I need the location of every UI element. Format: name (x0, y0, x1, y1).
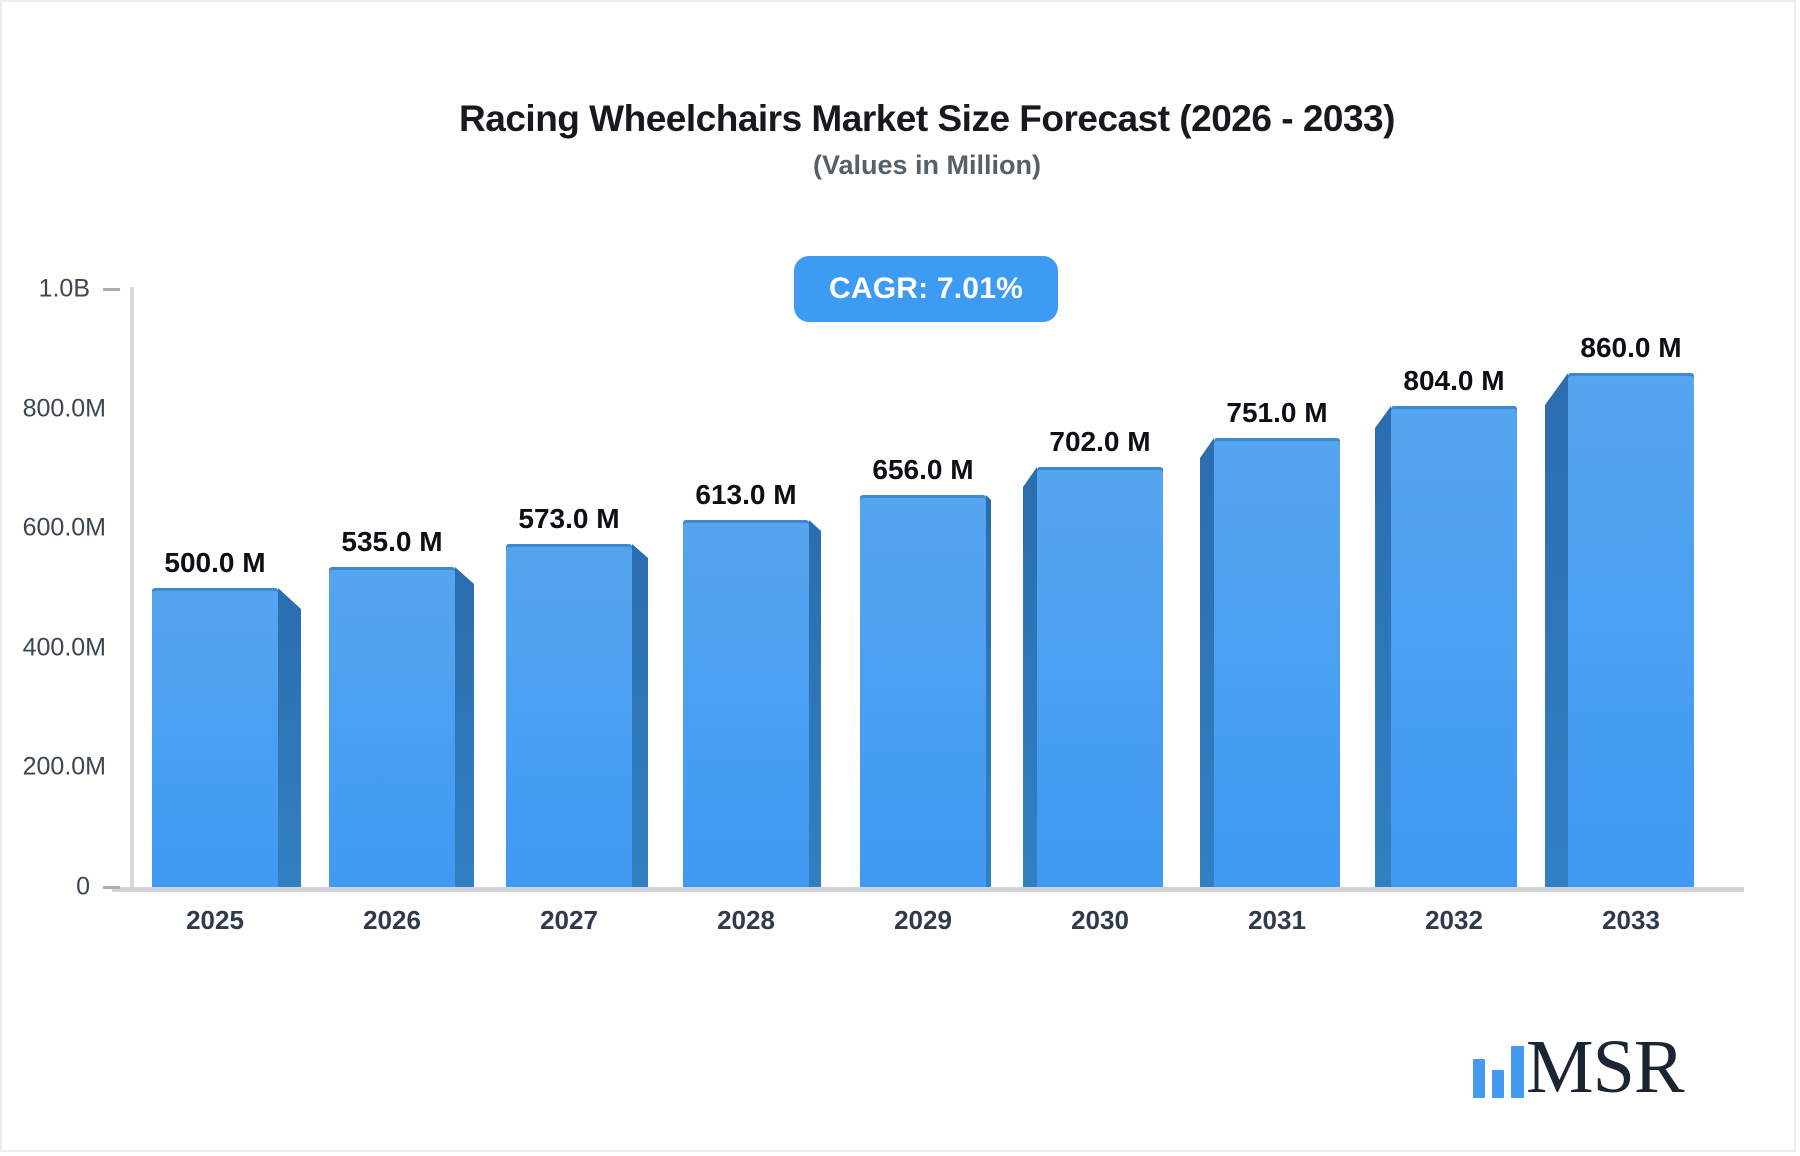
bar-value-label: 860.0 M (1580, 332, 1682, 363)
y-axis-label: 400.0M (22, 633, 106, 662)
bar-value-label: 535.0 M (341, 526, 443, 557)
logo-text: MSR (1526, 1025, 1685, 1109)
x-axis-label: 2033 (1602, 905, 1660, 935)
bar-value-label: 573.0 M (518, 503, 620, 534)
bar-value-label: 751.0 M (1226, 397, 1328, 428)
bar-side-face (1200, 438, 1214, 887)
x-axis-label: 2027 (540, 905, 598, 935)
bar-side-face (809, 520, 821, 887)
bar-side-face (455, 567, 474, 887)
x-axis-label: 2029 (894, 905, 952, 935)
bar-side-face (632, 544, 648, 887)
x-axis-label: 2030 (1071, 905, 1129, 935)
bar-2031 (1214, 438, 1340, 887)
bar-value-label: 656.0 M (872, 454, 974, 485)
bar-value-label: 613.0 M (695, 479, 797, 510)
bar-2030 (1037, 467, 1163, 887)
y-axis-label: 1.0B (38, 274, 90, 303)
cagr-badge: CAGR: 7.01% (794, 256, 1058, 322)
bar-side-face (986, 495, 991, 887)
x-axis-label: 2025 (186, 905, 244, 935)
bar-2025 (152, 588, 278, 887)
bar-side-face (1545, 373, 1568, 887)
bar-value-label: 702.0 M (1049, 426, 1151, 457)
bar-2032 (1391, 406, 1517, 887)
x-axis-label: 2028 (717, 905, 775, 935)
bar-side-face (278, 588, 301, 887)
x-axis-label: 2026 (363, 905, 421, 935)
msr-logo: MSR (1473, 1029, 1733, 1129)
chart-subtitle: (Values in Million) (812, 150, 1042, 180)
y-axis-tick (103, 886, 120, 889)
bar-side-face (1023, 467, 1037, 887)
bar-side-face (1375, 406, 1391, 887)
x-axis-label: 2031 (1248, 905, 1306, 935)
bar-value-label: 804.0 M (1403, 365, 1505, 396)
logo-bar-icon (1492, 1070, 1504, 1098)
chart-title: Racing Wheelchairs Market Size Forecast … (459, 98, 1395, 139)
bar-2029 (860, 495, 986, 887)
x-axis-label: 2032 (1425, 905, 1483, 935)
x-axis-line (112, 887, 1744, 892)
y-axis-label: 600.0M (22, 513, 106, 542)
cagr-badge-label: CAGR: 7.01% (829, 272, 1023, 305)
bar-value-label: 500.0 M (164, 547, 266, 578)
bar-2028 (683, 520, 809, 887)
logo-bar-icon (1473, 1059, 1485, 1098)
bar-2026 (329, 567, 455, 887)
y-axis-label: 800.0M (22, 394, 106, 423)
y-axis-label: 0 (76, 872, 90, 901)
y-axis-label: 200.0M (22, 752, 106, 781)
logo-bar-icon (1511, 1046, 1524, 1098)
bar-2033 (1568, 373, 1694, 887)
y-axis-line (130, 287, 134, 889)
y-axis-tick (103, 288, 120, 291)
bar-2027 (506, 544, 632, 887)
